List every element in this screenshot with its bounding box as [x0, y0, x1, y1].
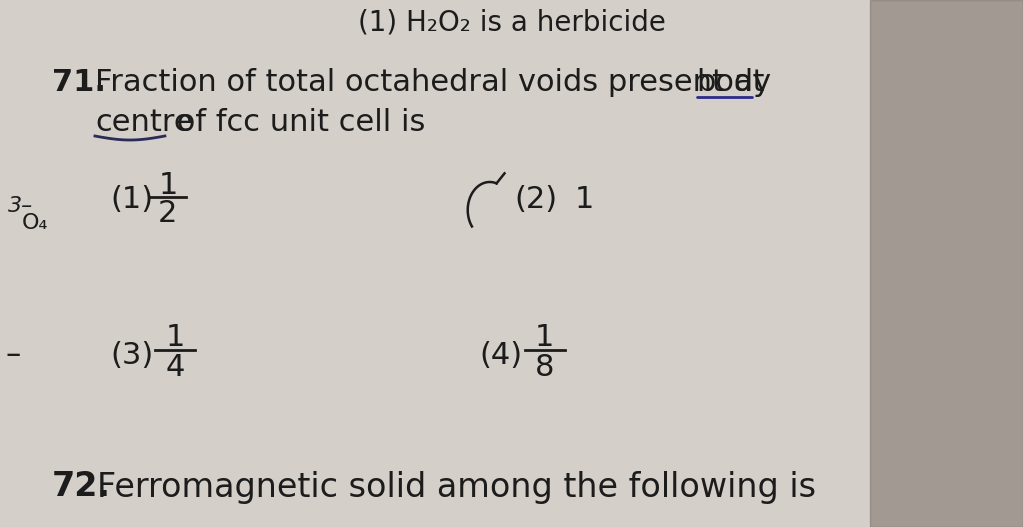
Text: (3): (3) — [110, 340, 154, 369]
Text: (1): (1) — [110, 186, 153, 214]
Text: O₄: O₄ — [22, 213, 48, 233]
Text: –: – — [6, 340, 22, 369]
Text: Fraction of total octahedral voids present at: Fraction of total octahedral voids prese… — [95, 68, 774, 97]
Text: 4: 4 — [165, 353, 184, 382]
Text: (2): (2) — [515, 186, 558, 214]
Text: 1: 1 — [159, 171, 177, 200]
Text: (1) H₂O₂ is a herbicide: (1) H₂O₂ is a herbicide — [357, 8, 666, 36]
Text: 3–: 3– — [8, 196, 33, 216]
Text: 1: 1 — [535, 324, 554, 353]
Text: 1: 1 — [165, 324, 184, 353]
Text: body: body — [696, 68, 772, 97]
Text: (4): (4) — [479, 340, 523, 369]
Text: Ferromagnetic solid among the following is: Ferromagnetic solid among the following … — [97, 471, 816, 503]
Text: of fcc unit cell is: of fcc unit cell is — [167, 108, 425, 137]
Text: 8: 8 — [535, 353, 554, 382]
Text: centre: centre — [95, 108, 193, 137]
Text: 1: 1 — [574, 186, 594, 214]
Bar — [869, 0, 1023, 527]
Text: 72.: 72. — [52, 471, 111, 503]
Text: 2: 2 — [159, 199, 177, 228]
Text: 71.: 71. — [52, 68, 105, 97]
